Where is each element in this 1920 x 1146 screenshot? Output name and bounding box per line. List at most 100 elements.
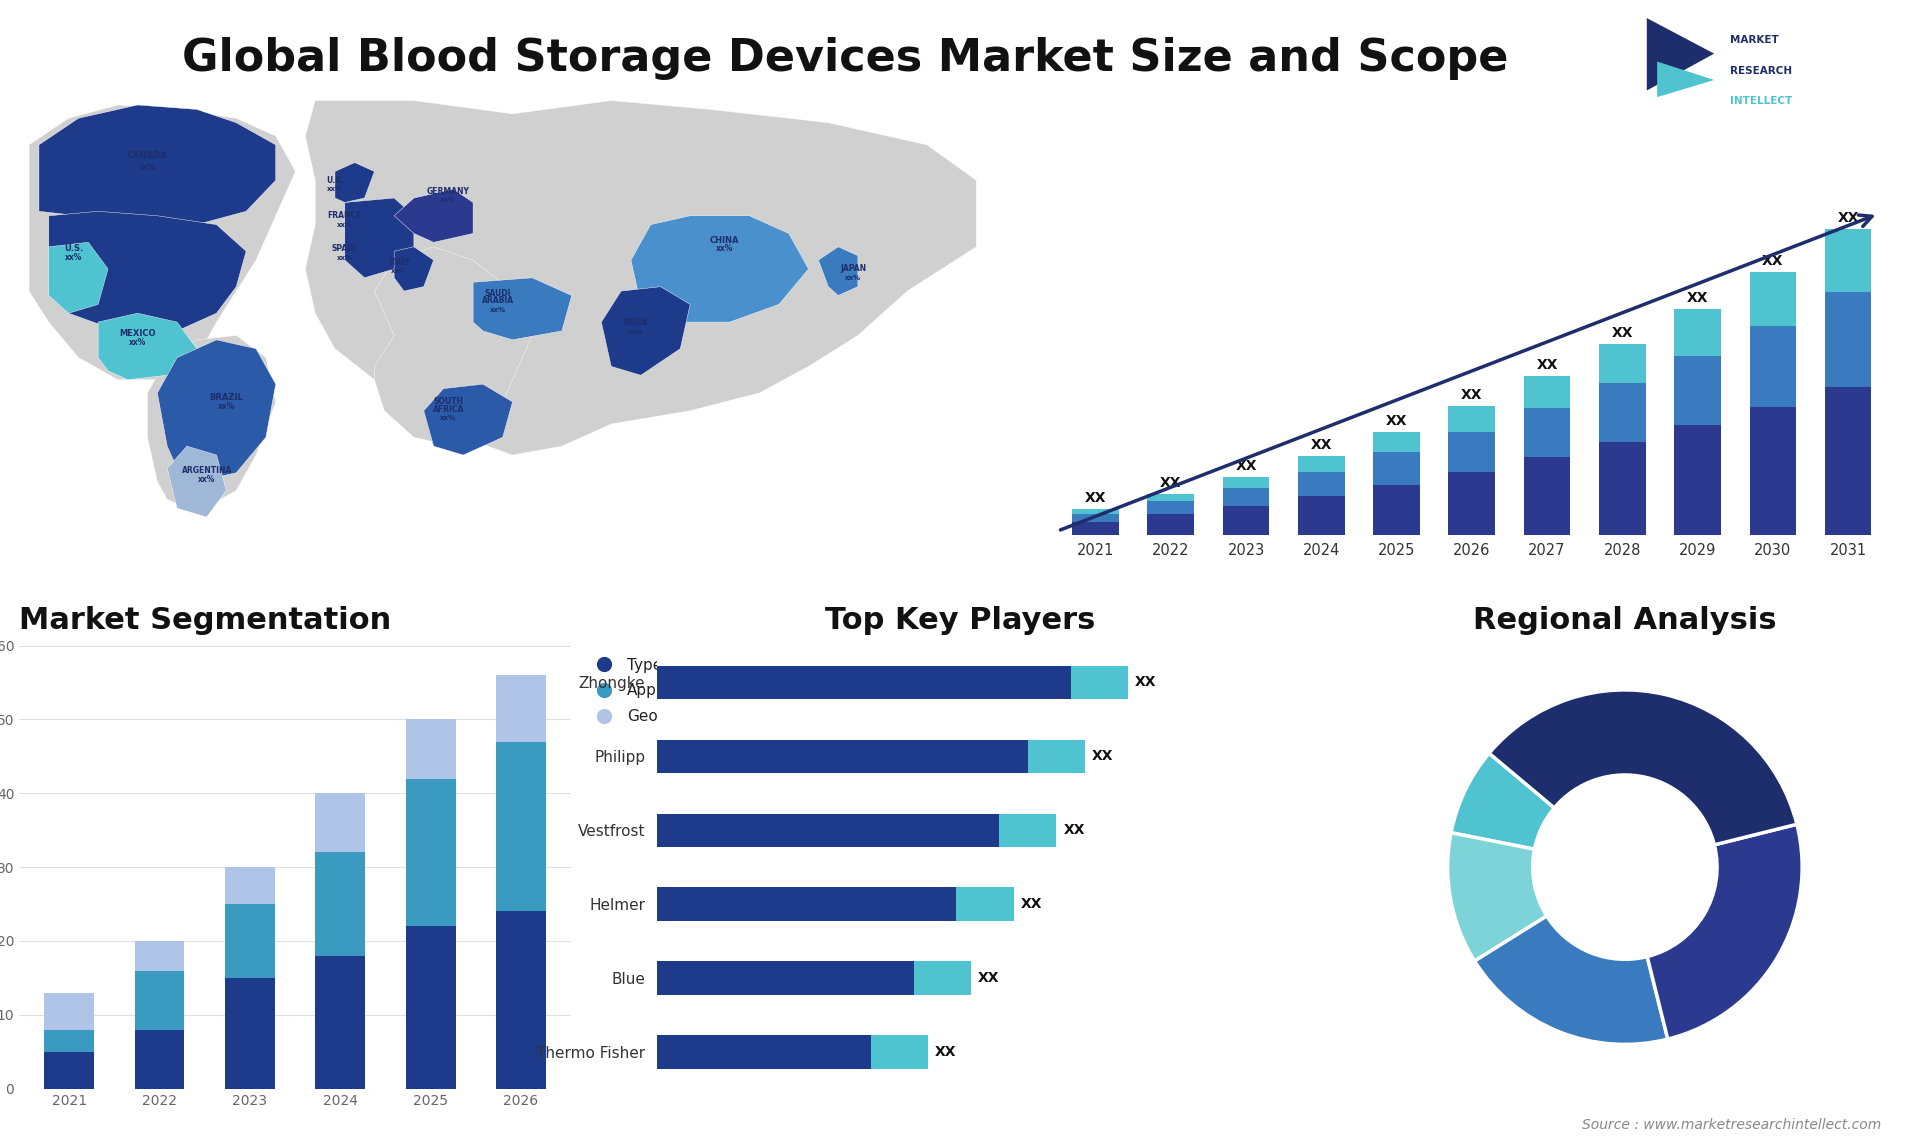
Polygon shape [48,211,246,331]
Bar [1524,408,1571,457]
Bar [1448,472,1496,535]
Bar [657,1035,872,1068]
Text: U.S.: U.S. [63,244,83,253]
Bar [956,887,1014,920]
Polygon shape [48,242,108,313]
Wedge shape [1448,833,1548,961]
Text: INDIA: INDIA [624,319,649,328]
Bar [1373,432,1421,453]
Bar [1071,515,1119,521]
Text: BRAZIL: BRAZIL [209,393,244,402]
Bar [1599,383,1645,442]
Bar [1599,442,1645,535]
Bar [657,814,998,847]
Polygon shape [601,286,689,375]
Text: xx%: xx% [628,329,643,335]
Bar [1373,485,1421,535]
Polygon shape [29,105,296,379]
Wedge shape [1452,753,1555,849]
Polygon shape [38,105,276,225]
Bar [1448,406,1496,432]
Bar [1749,407,1797,535]
Bar [44,992,94,1029]
Text: SOUTH: SOUTH [434,398,463,407]
Bar [495,741,545,911]
Text: Market Segmentation: Market Segmentation [19,606,392,635]
Bar [405,720,455,778]
Bar [1071,666,1127,699]
Text: XX: XX [977,971,998,986]
Text: xx%: xx% [392,268,407,274]
Bar [1674,425,1720,535]
Text: AFRICA: AFRICA [432,405,465,414]
Bar [914,961,972,995]
Text: MARKET: MARKET [1730,36,1778,46]
Bar [315,853,365,956]
Bar [1071,521,1119,535]
Text: ARGENTINA: ARGENTINA [182,466,232,476]
Text: SAUDI: SAUDI [484,289,511,298]
Bar [1674,355,1720,425]
Bar [657,666,1071,699]
Text: JAPAN: JAPAN [839,265,866,274]
Bar [1298,472,1344,496]
Bar [44,1052,94,1089]
Text: XX: XX [1311,438,1332,453]
Text: INTELLECT: INTELLECT [1730,96,1791,107]
Polygon shape [334,163,374,203]
Bar [1524,376,1571,408]
Text: GERMANY: GERMANY [426,187,470,196]
Text: xx%: xx% [198,474,215,484]
Polygon shape [167,446,227,517]
Bar [657,739,1027,772]
Bar [657,961,914,995]
Title: Top Key Players: Top Key Players [826,606,1094,635]
Polygon shape [394,189,472,242]
Bar [1298,496,1344,535]
Text: XX: XX [1688,291,1709,305]
Text: xx%: xx% [845,275,860,281]
Bar [134,1029,184,1089]
Text: ARABIA: ARABIA [482,297,515,305]
Text: xx%: xx% [217,402,234,410]
Bar [1148,515,1194,535]
Polygon shape [1657,62,1715,97]
Text: xx%: xx% [129,338,146,346]
Bar [495,911,545,1089]
Wedge shape [1475,916,1668,1044]
Bar [1298,456,1344,472]
Text: Global Blood Storage Devices Market Size and Scope: Global Blood Storage Devices Market Size… [182,37,1507,80]
Bar [1749,272,1797,325]
Bar [1223,507,1269,535]
Text: xx%: xx% [65,253,83,262]
Bar [225,978,275,1089]
Title: Regional Analysis: Regional Analysis [1473,606,1776,635]
Text: RESEARCH: RESEARCH [1730,65,1791,76]
Bar [872,1035,927,1068]
Text: xx%: xx% [440,415,457,422]
Polygon shape [818,246,858,296]
Bar [1148,494,1194,501]
Text: ITALY: ITALY [388,258,411,267]
Text: U.K.: U.K. [326,175,344,185]
Bar [1599,344,1645,383]
Wedge shape [1647,824,1803,1039]
Bar [1223,488,1269,507]
Bar [998,814,1056,847]
Text: xx%: xx% [440,197,457,203]
Bar [225,904,275,978]
Text: XX: XX [1092,749,1114,763]
Bar [1071,509,1119,515]
Text: XX: XX [1135,675,1156,690]
Polygon shape [424,384,513,455]
Text: XX: XX [1386,414,1407,427]
Polygon shape [148,336,276,512]
Bar [495,675,545,741]
Bar [1223,477,1269,488]
Text: xx%: xx% [336,254,353,261]
Polygon shape [394,246,434,291]
Bar [1148,501,1194,515]
Bar [1448,432,1496,472]
Bar [134,971,184,1029]
Bar [1824,292,1872,386]
